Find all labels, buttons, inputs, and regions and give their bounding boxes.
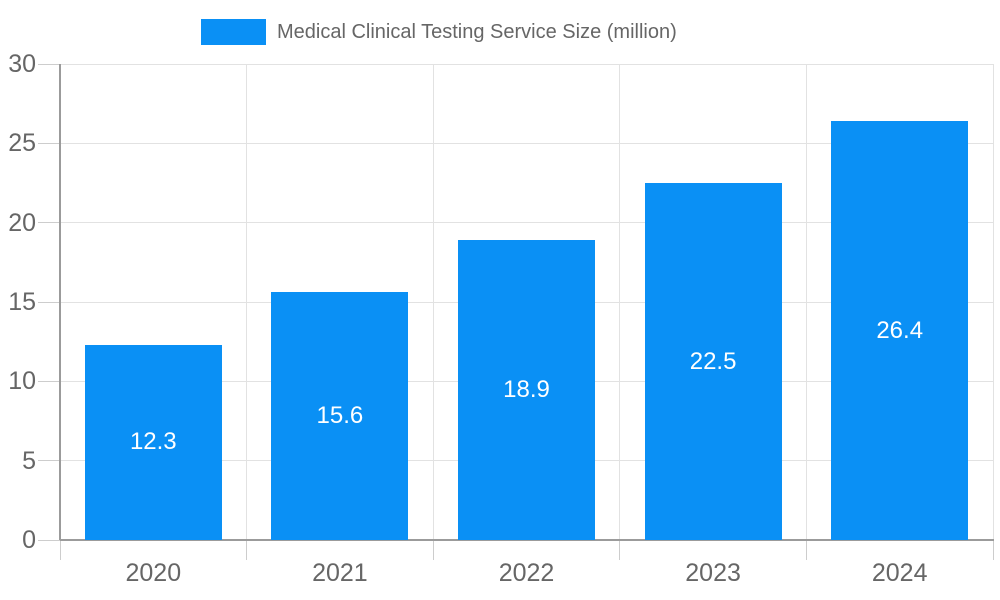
x-tick-mark	[992, 540, 994, 560]
y-axis-tick-label: 5	[22, 446, 36, 475]
y-gridline	[60, 222, 993, 224]
bar-2020[interactable]	[84, 344, 222, 540]
legend-label: Medical Clinical Testing Service Size (m…	[277, 20, 677, 43]
bar-value-label: 12.3	[129, 428, 177, 456]
bar-2024[interactable]	[831, 121, 969, 540]
x-tick-mark	[432, 540, 434, 560]
y-axis-tick-label: 15	[8, 288, 36, 316]
y-axis-tick-label: 20	[8, 208, 36, 237]
y-axis-line	[59, 64, 61, 540]
x-axis-tick-label: 2024	[871, 559, 928, 587]
x-axis-tick-label: 2021	[312, 559, 368, 587]
y-tick-mark	[38, 380, 60, 382]
y-tick-mark	[38, 222, 60, 224]
bar-value-label: 15.6	[316, 402, 364, 430]
bar-2021[interactable]	[271, 292, 409, 540]
y-tick-mark	[38, 142, 60, 144]
x-axis-tick-label: 2023	[685, 559, 741, 587]
x-gridline	[619, 64, 621, 540]
y-gridline	[60, 142, 993, 144]
y-tick-mark	[38, 539, 60, 541]
y-axis-tick-label: 25	[8, 129, 36, 158]
x-axis-line	[60, 539, 994, 541]
y-axis-tick-label: 30	[8, 50, 36, 78]
legend-swatch	[201, 19, 266, 45]
bar-value-label: 26.4	[876, 316, 924, 344]
bar-2023[interactable]	[644, 183, 782, 540]
bar-value-label: 18.9	[503, 376, 550, 404]
x-tick-mark	[619, 540, 621, 560]
x-gridline	[805, 64, 807, 540]
y-tick-mark	[38, 460, 60, 462]
y-tick-mark	[38, 63, 60, 65]
x-gridline	[432, 64, 434, 540]
x-axis-tick-label: 2022	[498, 559, 555, 587]
x-tick-mark	[59, 540, 61, 560]
y-gridline	[60, 63, 993, 65]
x-gridline	[992, 64, 994, 540]
y-axis-tick-label: 10	[8, 367, 36, 396]
x-axis-tick-label: 2020	[125, 559, 182, 587]
x-gridline	[246, 64, 248, 540]
bar-2022[interactable]	[458, 240, 595, 540]
x-tick-mark	[246, 540, 248, 560]
x-tick-mark	[805, 540, 807, 560]
bar-value-label: 22.5	[689, 347, 737, 375]
y-axis-tick-label: 0	[22, 526, 36, 554]
y-tick-mark	[38, 301, 60, 303]
legend-item[interactable]: Medical Clinical Testing Service Size (m…	[201, 19, 677, 45]
